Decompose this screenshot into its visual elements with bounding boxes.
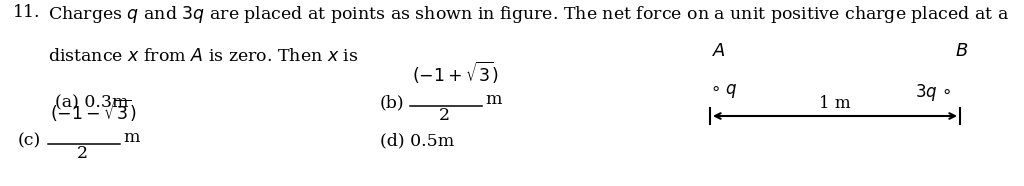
Text: (c): (c) [18, 132, 41, 149]
Text: (b): (b) [380, 94, 404, 111]
Text: (a) 0.3m: (a) 0.3m [55, 94, 128, 111]
Text: 2: 2 [77, 145, 88, 162]
Text: $3q$ $\circ$: $3q$ $\circ$ [915, 82, 951, 103]
Text: $\circ$ $q$: $\circ$ $q$ [710, 82, 737, 100]
Text: $(-1+\sqrt{3})$: $(-1+\sqrt{3})$ [412, 60, 499, 86]
Text: $(-1-\sqrt{3})$: $(-1-\sqrt{3})$ [50, 98, 136, 124]
Text: $A$: $A$ [712, 42, 726, 60]
Text: Charges $q$ and $3q$ are placed at points as shown in figure. The net force on a: Charges $q$ and $3q$ are placed at point… [48, 4, 1010, 25]
Text: distance $x$ from $A$ is zero. Then $x$ is: distance $x$ from $A$ is zero. Then $x$ … [48, 48, 358, 65]
Text: 11.: 11. [13, 4, 41, 21]
Text: m: m [123, 129, 139, 147]
Text: (d) 0.5m: (d) 0.5m [380, 132, 455, 149]
Text: 1 m: 1 m [819, 95, 851, 112]
Text: 2: 2 [438, 107, 450, 124]
Text: m: m [485, 92, 502, 108]
Text: $B$: $B$ [955, 42, 969, 60]
